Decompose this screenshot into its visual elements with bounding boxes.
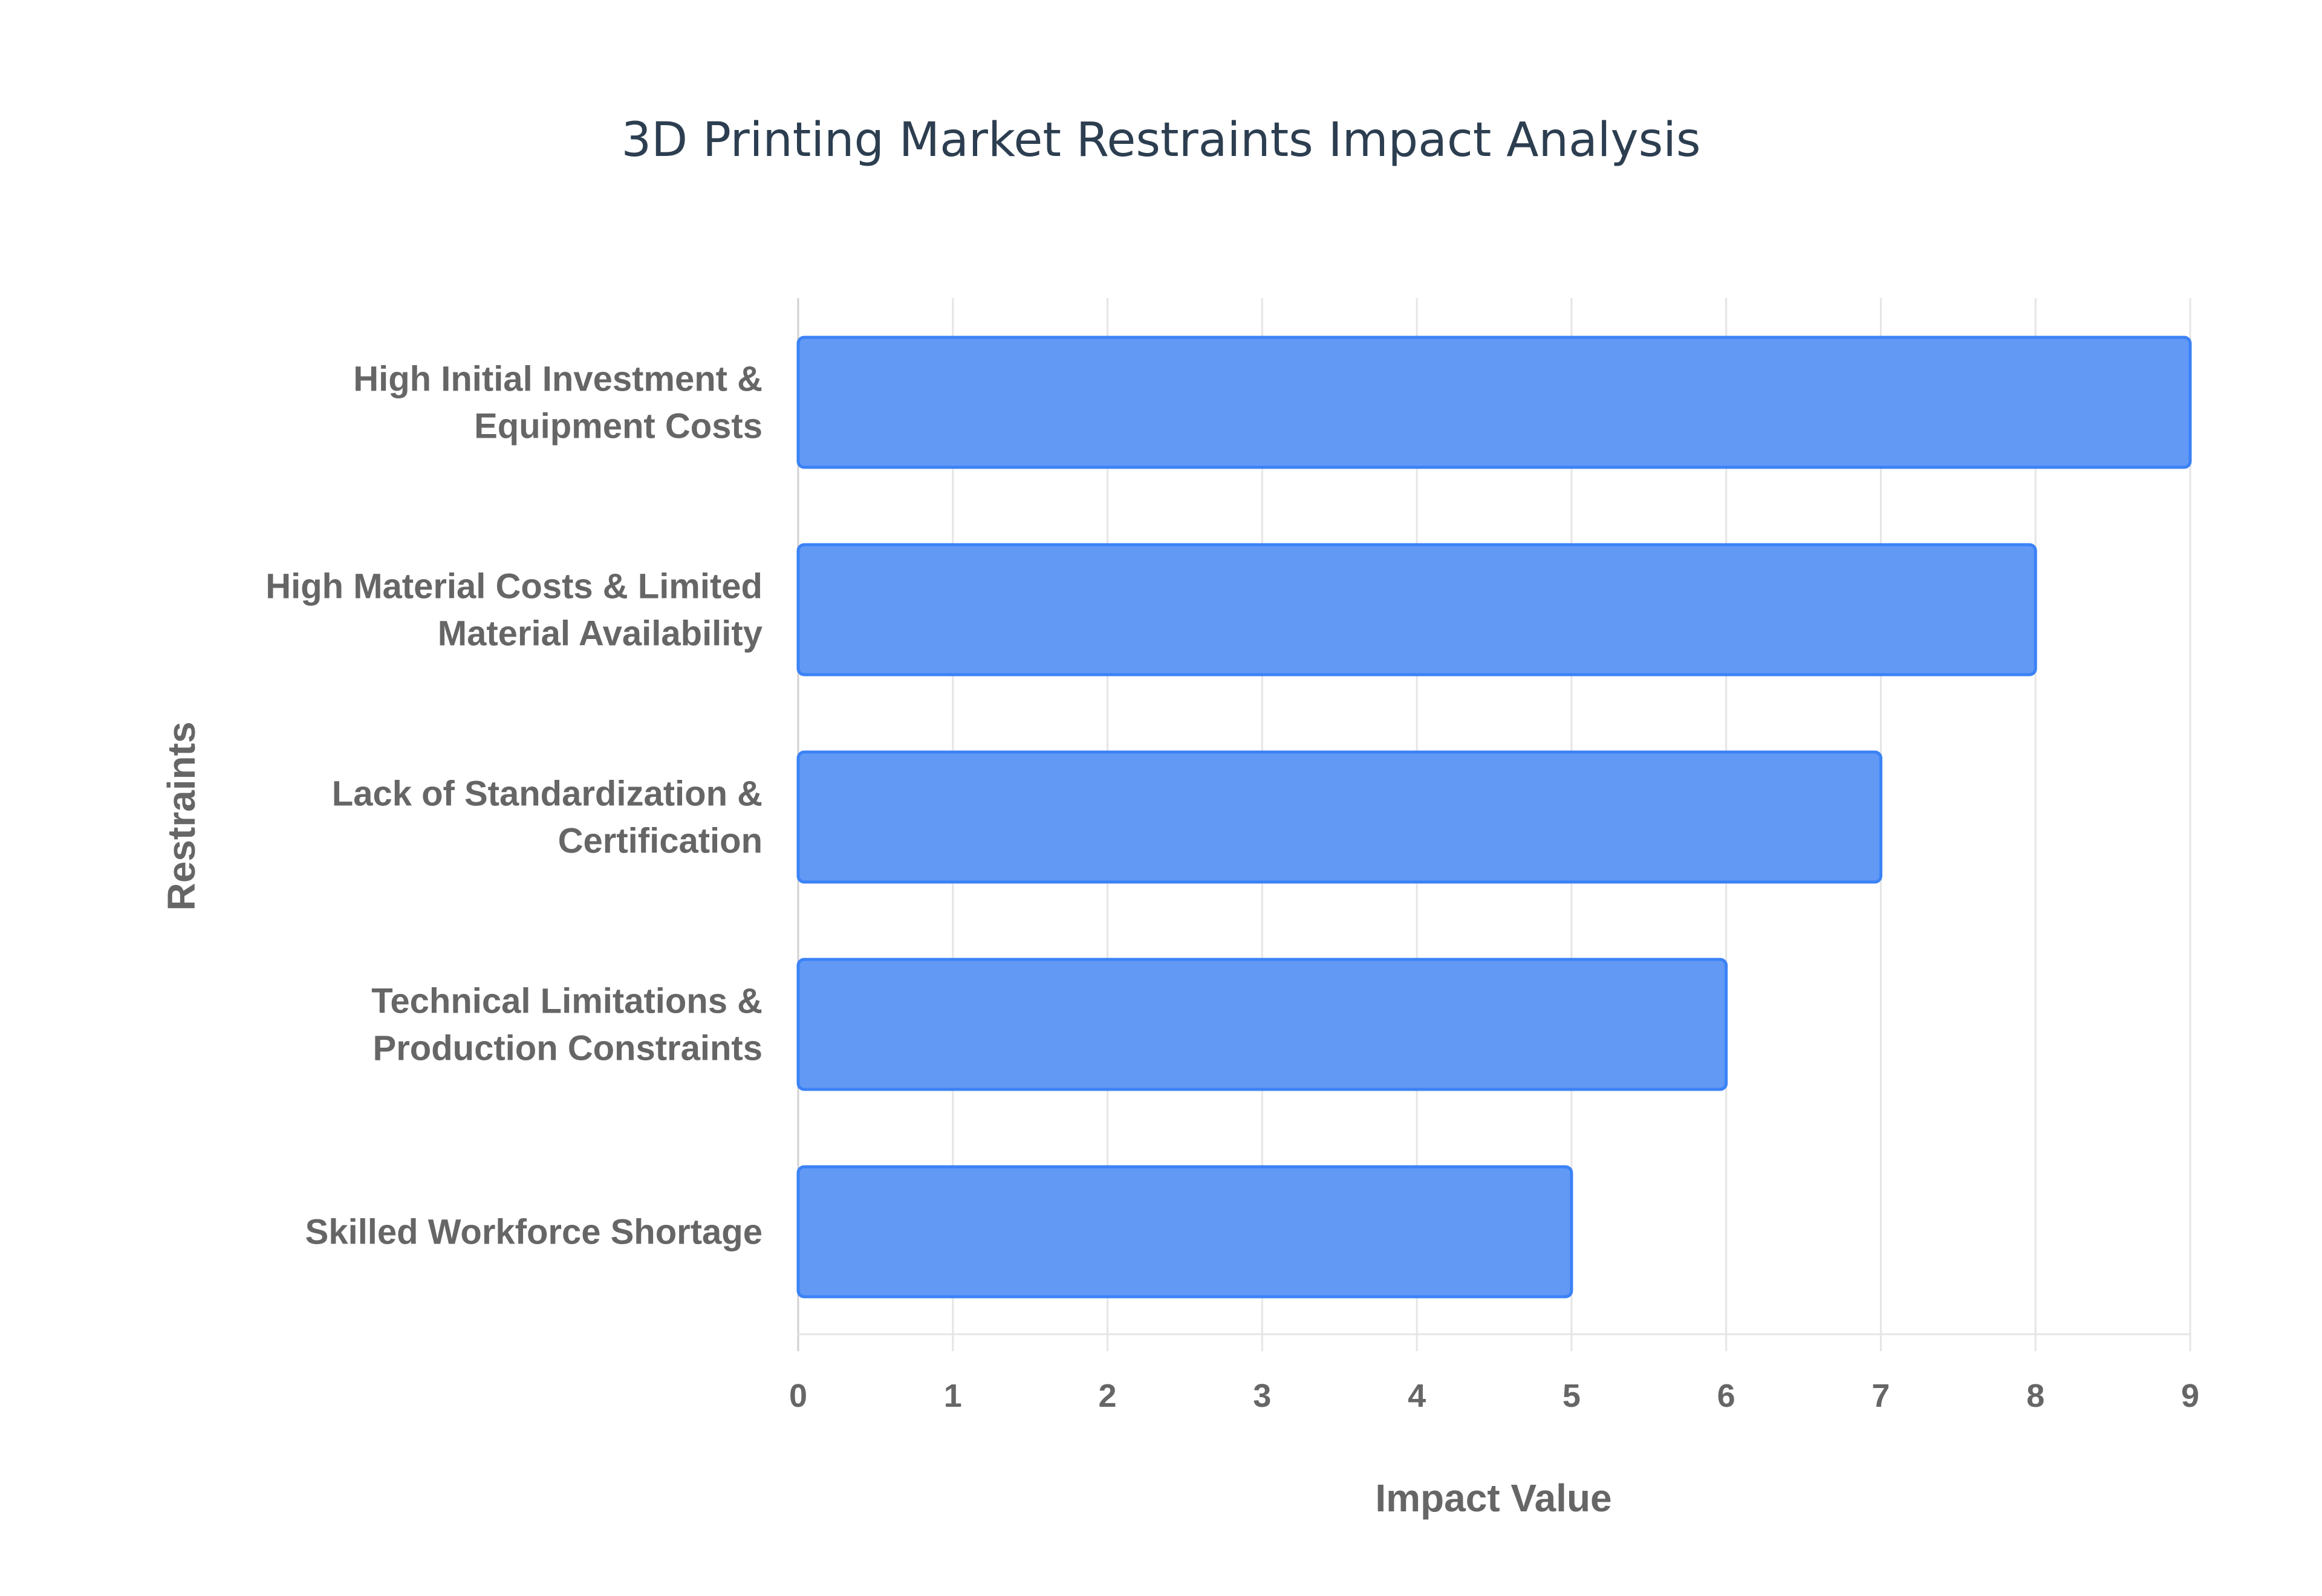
x-tick-label: 6 [1717,1378,1735,1414]
category-label: Production Constraints [373,1029,763,1068]
x-tick-label: 8 [2026,1378,2044,1414]
category-label: Certification [558,822,763,861]
x-tick-labels: 0 1 2 3 4 5 6 7 8 9 [789,1378,2199,1414]
bar [796,750,1882,884]
category-labels: High Initial Investment & Equipment Costs… [265,360,763,1252]
x-tick-label: 2 [1099,1378,1117,1414]
x-tick-label: 7 [1872,1378,1890,1414]
bar [796,543,2037,676]
x-tick-label: 9 [2181,1378,2199,1414]
y-axis-title: Restraints [160,722,203,911]
bar [796,958,1728,1091]
category-label: Technical Limitations & [371,982,763,1021]
x-axis-title: Impact Value [1375,1476,1611,1520]
category-label: High Material Costs & Limited [265,567,763,606]
chart-title: 3D Printing Market Restraints Impact Ana… [621,113,1700,167]
category-label: Equipment Costs [474,407,763,446]
bar [796,1165,1573,1299]
category-label: High Initial Investment & [353,360,763,399]
category-label: Lack of Standardization & [332,774,763,814]
x-tick-label: 3 [1253,1378,1271,1414]
bars [796,336,2192,1299]
x-tick-label: 4 [1408,1378,1426,1414]
category-label: Material Availability [438,614,763,654]
x-tick-label: 1 [944,1378,962,1414]
category-label: Skilled Workforce Shortage [305,1213,763,1252]
bar [796,336,2192,469]
x-tick-label: 0 [789,1378,807,1414]
x-tick-label: 5 [1563,1378,1581,1414]
